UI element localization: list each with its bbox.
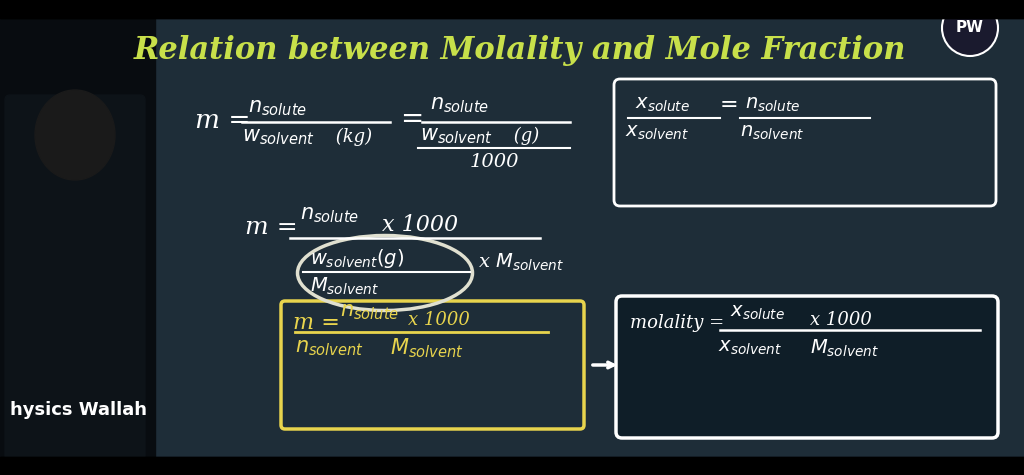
Text: m =: m = bbox=[245, 217, 298, 239]
FancyBboxPatch shape bbox=[616, 296, 998, 438]
Text: Relation between Molality and Mole Fraction: Relation between Molality and Mole Fract… bbox=[134, 35, 906, 66]
Text: hysics Wallah: hysics Wallah bbox=[10, 401, 147, 419]
Text: x 1000: x 1000 bbox=[382, 214, 458, 236]
Text: =: = bbox=[400, 106, 423, 133]
Text: $M_{solvent}$: $M_{solvent}$ bbox=[310, 276, 379, 297]
Text: 1000: 1000 bbox=[470, 153, 519, 171]
Bar bbox=[0, 457, 1024, 475]
Text: (kg): (kg) bbox=[330, 128, 372, 146]
Bar bbox=[0, 0, 1024, 18]
Text: $M_{solvent}$: $M_{solvent}$ bbox=[810, 337, 879, 359]
Circle shape bbox=[942, 0, 998, 56]
Text: $n_{solute}$: $n_{solute}$ bbox=[300, 205, 359, 225]
Text: x 1000: x 1000 bbox=[810, 311, 871, 329]
Text: $n_{solvent}$: $n_{solvent}$ bbox=[295, 338, 364, 358]
Text: molality =: molality = bbox=[630, 314, 724, 332]
Text: $n_{solute}$: $n_{solute}$ bbox=[430, 95, 489, 115]
Text: $M_{solvent}$: $M_{solvent}$ bbox=[390, 336, 464, 360]
Text: $x_{solvent}$: $x_{solvent}$ bbox=[718, 339, 782, 357]
FancyBboxPatch shape bbox=[5, 95, 145, 465]
Text: $n_{solute}$: $n_{solute}$ bbox=[248, 98, 307, 118]
Text: $x_{solute}$: $x_{solute}$ bbox=[730, 304, 785, 322]
Text: $n_{solute}$: $n_{solute}$ bbox=[745, 96, 801, 114]
Text: =: = bbox=[720, 94, 738, 116]
Text: $n_{solute}$: $n_{solute}$ bbox=[340, 302, 399, 322]
Text: m =: m = bbox=[293, 312, 340, 334]
Text: $w_{solvent}$: $w_{solvent}$ bbox=[420, 126, 493, 146]
Bar bbox=[0, 0, 155, 475]
Text: $x_{solvent}$: $x_{solvent}$ bbox=[625, 124, 689, 142]
Text: $w_{solvent}(g)$: $w_{solvent}(g)$ bbox=[310, 247, 404, 269]
Bar bbox=[0, 0, 1024, 18]
Text: (g): (g) bbox=[508, 127, 540, 145]
Text: $x_{solute}$: $x_{solute}$ bbox=[635, 96, 690, 114]
Text: $n_{solvent}$: $n_{solvent}$ bbox=[740, 124, 805, 142]
Text: PW: PW bbox=[956, 20, 984, 36]
Ellipse shape bbox=[35, 90, 115, 180]
Text: x $M_{solvent}$: x $M_{solvent}$ bbox=[478, 251, 564, 273]
Bar bbox=[0, 457, 1024, 475]
Text: x 1000: x 1000 bbox=[408, 311, 470, 329]
Text: m =: m = bbox=[195, 107, 251, 133]
Text: $w_{solvent}$: $w_{solvent}$ bbox=[242, 127, 314, 147]
